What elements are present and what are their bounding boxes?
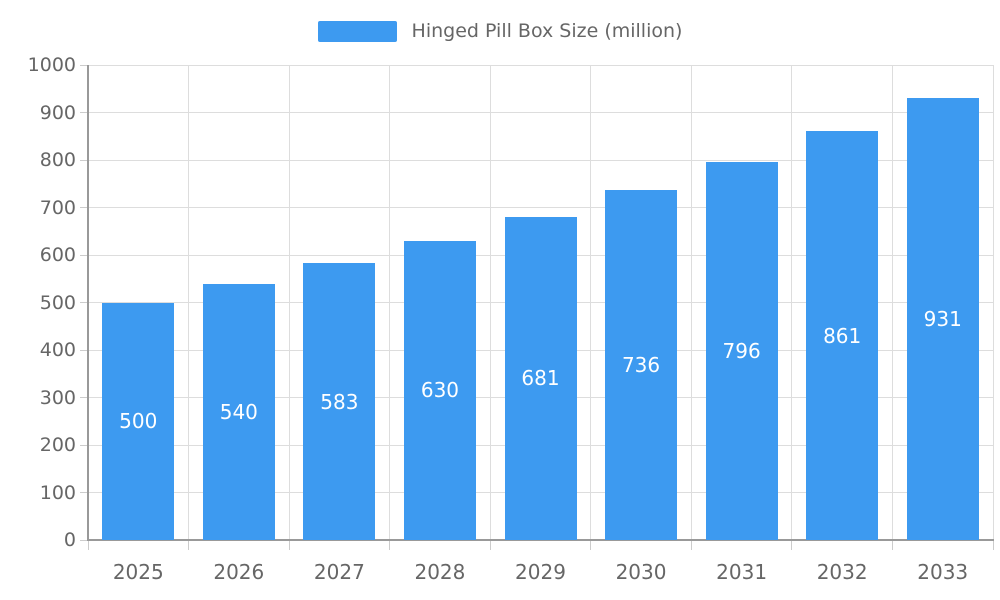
x-axis-tick	[590, 540, 592, 550]
y-axis-line	[87, 65, 89, 541]
gridline-horizontal	[88, 64, 993, 66]
y-axis-tick	[80, 397, 88, 398]
x-axis-tick	[87, 540, 89, 550]
x-tick-label: 2032	[816, 560, 868, 584]
y-axis-tick	[80, 539, 88, 541]
bar-value-label: 630	[420, 378, 460, 403]
x-axis-line	[87, 539, 994, 541]
gridline-vertical	[590, 65, 592, 540]
bar-value-label: 500	[119, 409, 158, 434]
gridline-horizontal	[88, 112, 993, 113]
legend[interactable]: Hinged Pill Box Size (million)	[0, 20, 1000, 42]
bar[interactable]: 583	[303, 263, 376, 540]
gridline-vertical	[489, 65, 491, 540]
gridline-horizontal	[88, 159, 993, 161]
x-tick-label: 2026	[213, 560, 265, 584]
y-tick-label: 100	[39, 481, 76, 504]
y-axis-tick	[80, 207, 88, 208]
y-tick-label: 600	[39, 244, 76, 266]
bar-value-label: 583	[320, 389, 359, 414]
x-tick-label: 2031	[716, 560, 768, 584]
bar-value-label: 796	[722, 338, 761, 363]
bar[interactable]: 931	[906, 97, 979, 540]
y-axis-tick	[80, 349, 88, 351]
y-tick-label: 800	[39, 149, 76, 171]
y-tick-label: 500	[39, 291, 76, 314]
gridline-vertical	[891, 65, 893, 540]
x-axis-tick	[690, 540, 692, 550]
x-axis-tick	[188, 540, 190, 550]
y-axis-tick	[80, 112, 88, 113]
gridline-horizontal	[88, 207, 993, 208]
gridline-vertical	[992, 65, 994, 540]
x-tick-label: 2033	[917, 560, 969, 584]
y-axis-tick	[80, 254, 88, 256]
y-axis-tick	[80, 64, 88, 66]
y-tick-label: 900	[39, 101, 76, 124]
x-tick-label: 2029	[515, 560, 566, 584]
y-axis-tick	[80, 159, 88, 161]
x-tick-label: 2025	[112, 560, 164, 584]
bar[interactable]: 630	[403, 240, 476, 540]
gridline-vertical	[188, 65, 190, 540]
gridline-vertical	[791, 65, 793, 540]
y-axis-tick	[80, 444, 88, 446]
y-axis-tick	[80, 492, 88, 493]
legend-label: Hinged Pill Box Size (million)	[411, 20, 683, 42]
bar[interactable]: 540	[202, 283, 275, 540]
x-axis-tick	[791, 540, 793, 550]
gridline-vertical	[389, 65, 391, 540]
y-tick-label: 400	[39, 339, 76, 361]
bar[interactable]: 861	[806, 131, 879, 540]
y-tick-label: 200	[39, 434, 76, 456]
y-tick-label: 0	[63, 529, 76, 551]
bar[interactable]: 681	[504, 216, 577, 540]
bar-value-label: 736	[621, 353, 661, 378]
gridline-vertical	[288, 65, 290, 540]
gridline-vertical	[690, 65, 692, 540]
x-tick-label: 2028	[414, 560, 466, 584]
x-axis-tick	[389, 540, 391, 550]
y-tick-label: 700	[39, 196, 76, 219]
y-tick-label: 300	[39, 386, 76, 409]
bar[interactable]: 736	[605, 190, 678, 540]
x-axis-tick	[489, 540, 491, 550]
bar-value-label: 681	[521, 366, 560, 391]
bar-value-label: 540	[219, 399, 258, 424]
x-axis-tick	[992, 540, 994, 550]
bar-value-label: 931	[923, 306, 962, 331]
bar[interactable]: 500	[102, 302, 175, 540]
x-tick-label: 2030	[615, 560, 667, 584]
bar[interactable]: 796	[705, 161, 778, 540]
y-tick-label: 1000	[27, 54, 76, 76]
legend-swatch	[317, 20, 397, 42]
x-tick-label: 2027	[313, 560, 365, 584]
bar-value-label: 861	[823, 323, 862, 348]
y-axis-tick	[80, 302, 88, 303]
x-axis-tick	[288, 540, 290, 550]
x-axis-tick	[891, 540, 893, 550]
